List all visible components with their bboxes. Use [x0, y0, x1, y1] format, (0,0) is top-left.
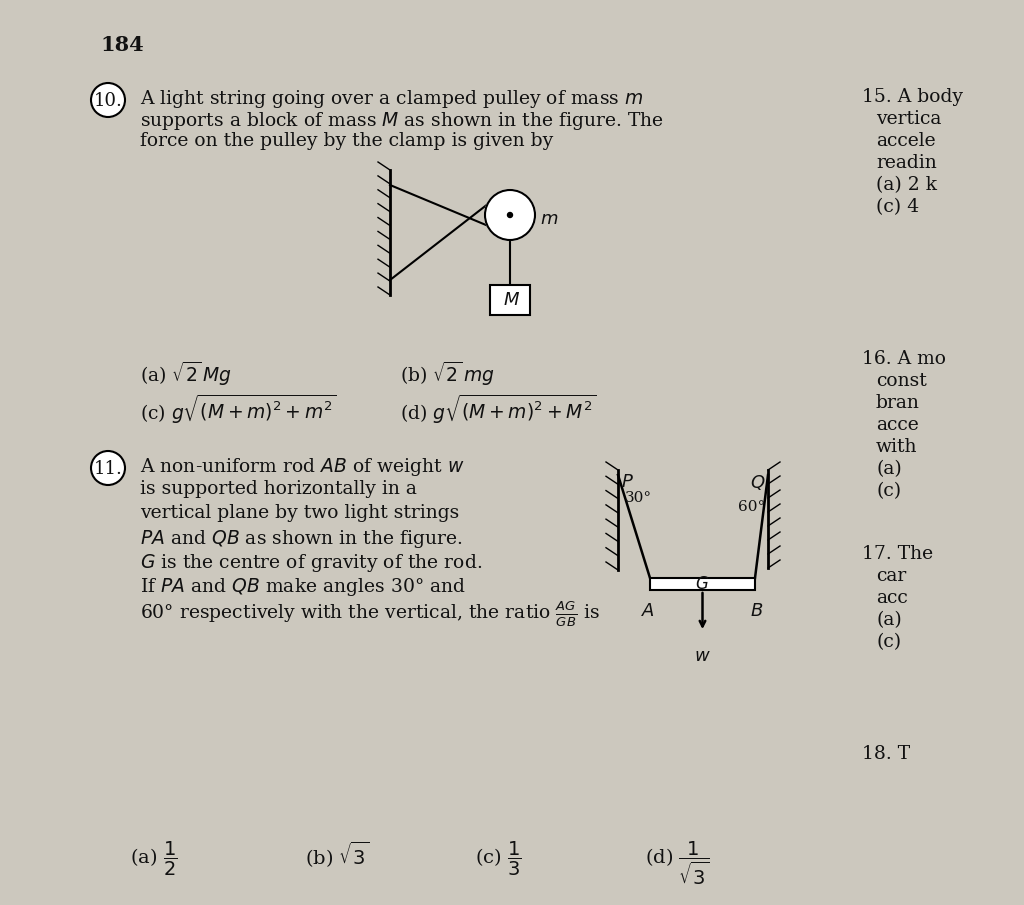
Text: (c) $\dfrac{1}{3}$: (c) $\dfrac{1}{3}$ [475, 840, 522, 878]
Text: (c) $g\sqrt{(M+m)^2+m^2}$: (c) $g\sqrt{(M+m)^2+m^2}$ [140, 393, 337, 426]
Text: 30°: 30° [625, 491, 652, 505]
Text: $w$: $w$ [694, 647, 711, 665]
Text: (a): (a) [876, 611, 902, 629]
Text: (c): (c) [876, 633, 901, 651]
Text: is supported horizontally in a: is supported horizontally in a [140, 480, 417, 498]
Text: acc: acc [876, 589, 907, 607]
Bar [490, 285, 530, 315]
Text: $P$: $P$ [621, 473, 634, 491]
Text: 60° respectively with the vertical, the ratio $\frac{AG}{GB}$ is: 60° respectively with the vertical, the … [140, 600, 600, 630]
Text: force on the pulley by the clamp is given by: force on the pulley by the clamp is give… [140, 132, 553, 150]
Bar [650, 578, 755, 590]
Text: acce: acce [876, 416, 919, 434]
Text: $A$: $A$ [641, 602, 655, 620]
Text: (d) $g\sqrt{(M+m)^2+M^2}$: (d) $g\sqrt{(M+m)^2+M^2}$ [400, 393, 596, 426]
Text: $G$ is the centre of gravity of the rod.: $G$ is the centre of gravity of the rod. [140, 552, 482, 574]
Text: accele: accele [876, 132, 936, 150]
Text: 10.: 10. [93, 92, 123, 110]
Text: with: with [876, 438, 918, 456]
Text: (a) 2 k: (a) 2 k [876, 176, 937, 194]
Text: 18. T: 18. T [862, 745, 910, 763]
Text: car: car [876, 567, 906, 585]
Text: 16. A mo: 16. A mo [862, 350, 946, 368]
Text: $m$: $m$ [540, 210, 558, 228]
Text: 60°: 60° [738, 500, 765, 514]
Text: (b) $\sqrt{3}$: (b) $\sqrt{3}$ [305, 840, 370, 870]
Text: $Q$: $Q$ [750, 473, 765, 492]
Text: 184: 184 [100, 35, 143, 55]
Text: 15. A body: 15. A body [862, 88, 963, 106]
Text: readin: readin [876, 154, 937, 172]
Circle shape [485, 190, 535, 240]
Text: (a): (a) [876, 460, 902, 478]
Text: $B$: $B$ [751, 602, 764, 620]
Text: 17. The: 17. The [862, 545, 933, 563]
Text: (c): (c) [876, 482, 901, 500]
Text: If $PA$ and $QB$ make angles 30° and: If $PA$ and $QB$ make angles 30° and [140, 576, 466, 598]
Text: $M$: $M$ [504, 291, 520, 309]
Circle shape [91, 83, 125, 117]
Text: (c) 4: (c) 4 [876, 198, 920, 216]
Text: (b) $\sqrt{2}\,mg$: (b) $\sqrt{2}\,mg$ [400, 360, 495, 388]
Text: (a) $\sqrt{2}\,Mg$: (a) $\sqrt{2}\,Mg$ [140, 360, 231, 388]
Text: supports a block of mass $M$ as shown in the figure. The: supports a block of mass $M$ as shown in… [140, 110, 664, 132]
Text: bran: bran [876, 394, 920, 412]
Text: 11.: 11. [93, 460, 123, 478]
Text: A non-uniform rod $AB$ of weight $w$: A non-uniform rod $AB$ of weight $w$ [140, 456, 465, 478]
Text: vertical plane by two light strings: vertical plane by two light strings [140, 504, 459, 522]
Text: (a) $\dfrac{1}{2}$: (a) $\dfrac{1}{2}$ [130, 840, 177, 878]
Text: $PA$ and $QB$ as shown in the figure.: $PA$ and $QB$ as shown in the figure. [140, 528, 463, 550]
Text: A light string going over a clamped pulley of mass $m$: A light string going over a clamped pull… [140, 88, 643, 110]
Circle shape [91, 451, 125, 485]
Text: (d) $\dfrac{1}{\sqrt{3}}$: (d) $\dfrac{1}{\sqrt{3}}$ [645, 840, 710, 887]
Text: vertica: vertica [876, 110, 941, 128]
Text: $G$: $G$ [695, 576, 710, 593]
Circle shape [508, 213, 512, 217]
Text: const: const [876, 372, 927, 390]
